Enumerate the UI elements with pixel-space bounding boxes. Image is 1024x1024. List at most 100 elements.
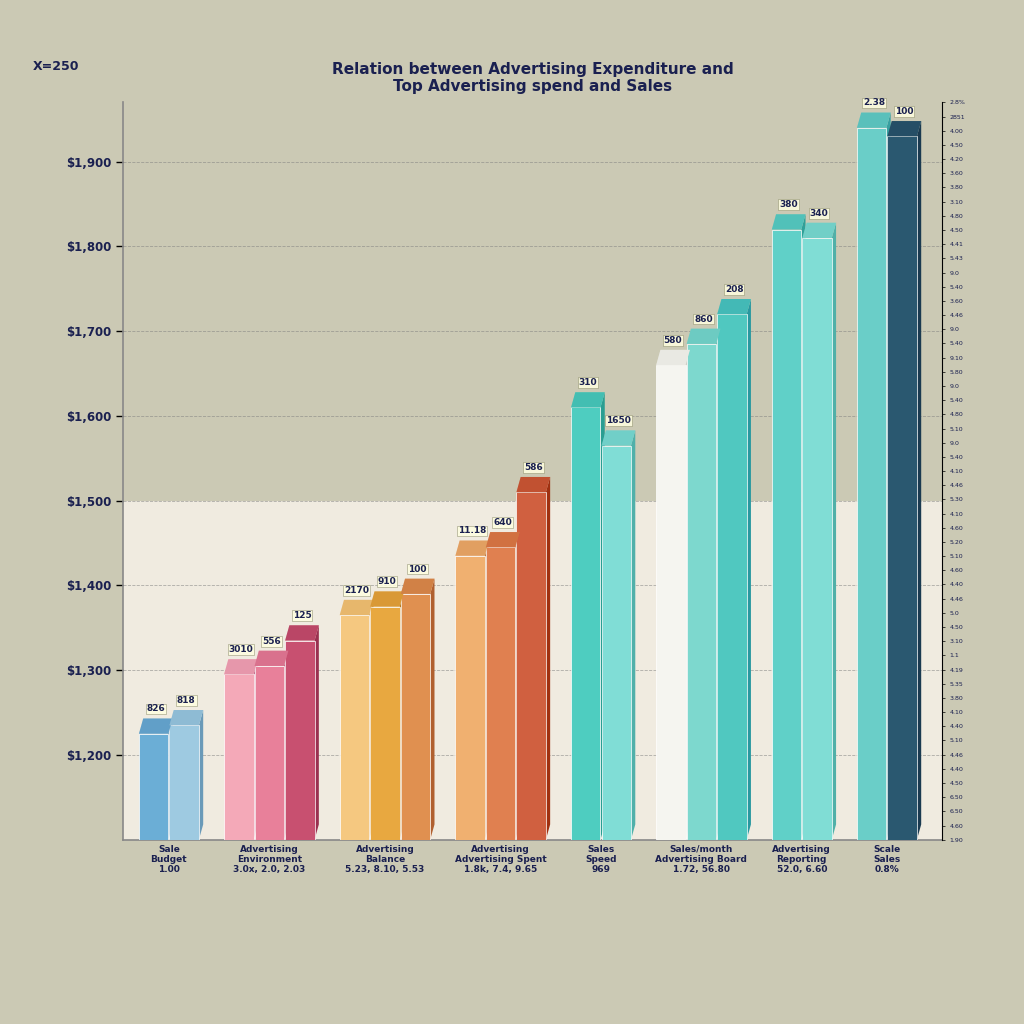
Polygon shape: [803, 223, 836, 238]
Polygon shape: [600, 392, 605, 840]
Text: 2.38: 2.38: [863, 98, 885, 108]
Text: X=250: X=250: [33, 60, 79, 73]
Polygon shape: [516, 477, 550, 493]
Text: 11.18: 11.18: [458, 526, 486, 536]
Polygon shape: [831, 223, 836, 840]
Polygon shape: [515, 532, 519, 840]
Bar: [123, 501, 942, 840]
Bar: [571, 408, 600, 840]
Bar: [340, 615, 370, 840]
Polygon shape: [224, 659, 258, 675]
Polygon shape: [340, 600, 374, 615]
Polygon shape: [285, 626, 318, 641]
Polygon shape: [687, 329, 721, 344]
Polygon shape: [717, 299, 751, 314]
Polygon shape: [486, 532, 519, 547]
Polygon shape: [516, 477, 550, 493]
Bar: [857, 128, 887, 840]
Polygon shape: [803, 223, 836, 238]
Polygon shape: [571, 392, 605, 408]
Bar: [516, 493, 546, 840]
Text: 580: 580: [664, 336, 682, 345]
Polygon shape: [857, 113, 891, 128]
Polygon shape: [857, 113, 891, 128]
Polygon shape: [801, 214, 806, 840]
Polygon shape: [400, 579, 434, 594]
Polygon shape: [888, 121, 922, 136]
Text: 910: 910: [378, 578, 396, 587]
Polygon shape: [168, 719, 173, 840]
Polygon shape: [399, 592, 404, 840]
Text: 380: 380: [779, 200, 798, 209]
Bar: [224, 675, 254, 840]
Text: 818: 818: [177, 696, 196, 705]
Text: 1650: 1650: [606, 417, 631, 425]
Polygon shape: [916, 121, 922, 840]
Bar: [486, 547, 515, 840]
Bar: [656, 366, 686, 840]
Text: 100: 100: [895, 106, 913, 116]
Polygon shape: [285, 626, 318, 641]
Polygon shape: [224, 659, 258, 675]
Bar: [601, 445, 631, 840]
Text: 100: 100: [409, 564, 427, 573]
Bar: [139, 734, 168, 840]
Polygon shape: [255, 650, 289, 666]
Text: 640: 640: [494, 518, 512, 527]
Polygon shape: [371, 592, 404, 606]
Polygon shape: [340, 600, 374, 615]
Text: 125: 125: [293, 611, 311, 621]
Polygon shape: [370, 600, 374, 840]
Bar: [687, 344, 716, 840]
Polygon shape: [255, 650, 289, 666]
Polygon shape: [686, 350, 690, 840]
Polygon shape: [199, 710, 203, 840]
Bar: [371, 606, 399, 840]
Text: 586: 586: [524, 463, 543, 472]
Polygon shape: [716, 329, 721, 840]
Polygon shape: [601, 430, 635, 445]
Polygon shape: [169, 710, 203, 725]
Text: 2170: 2170: [344, 586, 369, 595]
Polygon shape: [430, 579, 434, 840]
Polygon shape: [484, 541, 489, 840]
Bar: [803, 238, 831, 840]
Bar: [888, 136, 916, 840]
Bar: [169, 725, 199, 840]
Polygon shape: [631, 430, 635, 840]
Bar: [255, 666, 284, 840]
Polygon shape: [486, 532, 519, 547]
Polygon shape: [456, 541, 489, 556]
Bar: [400, 594, 430, 840]
Bar: [285, 641, 314, 840]
Polygon shape: [656, 350, 690, 366]
Polygon shape: [571, 392, 605, 408]
Polygon shape: [139, 719, 173, 734]
Text: 556: 556: [262, 637, 281, 645]
Polygon shape: [772, 214, 806, 229]
Bar: [772, 229, 801, 840]
Polygon shape: [254, 659, 258, 840]
Polygon shape: [601, 430, 635, 445]
Text: 826: 826: [146, 705, 165, 714]
Text: 340: 340: [810, 209, 828, 218]
Polygon shape: [169, 710, 203, 725]
Polygon shape: [314, 626, 318, 840]
Polygon shape: [546, 477, 550, 840]
Polygon shape: [746, 299, 751, 840]
Polygon shape: [139, 719, 173, 734]
Polygon shape: [887, 113, 891, 840]
Polygon shape: [772, 214, 806, 229]
Text: 310: 310: [579, 378, 597, 387]
Bar: [456, 556, 484, 840]
Title: Relation between Advertising Expenditure and
Top Advertising spend and Sales: Relation between Advertising Expenditure…: [332, 61, 733, 94]
Polygon shape: [717, 299, 751, 314]
Polygon shape: [400, 579, 434, 594]
Bar: [717, 314, 746, 840]
Polygon shape: [687, 329, 721, 344]
Polygon shape: [284, 650, 289, 840]
Polygon shape: [371, 592, 404, 606]
Polygon shape: [888, 121, 922, 136]
Text: 3010: 3010: [228, 645, 253, 654]
Text: 860: 860: [694, 314, 713, 324]
